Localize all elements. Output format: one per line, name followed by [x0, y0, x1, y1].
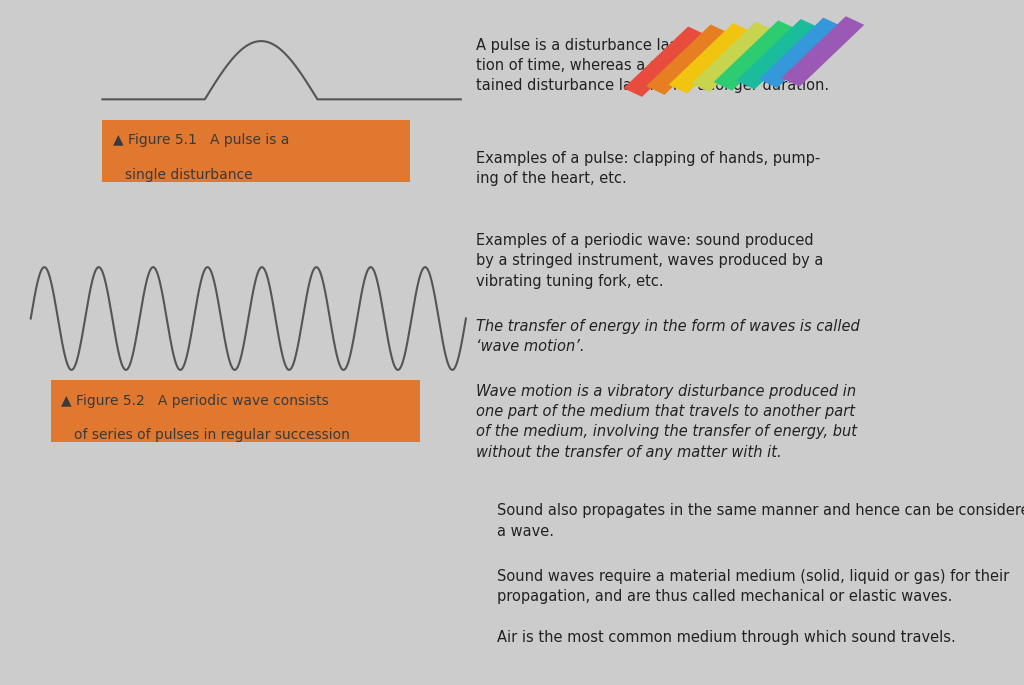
FancyBboxPatch shape	[51, 380, 420, 442]
Text: Examples of a periodic wave: sound produced
by a stringed instrument, waves prod: Examples of a periodic wave: sound produ…	[476, 233, 823, 288]
FancyBboxPatch shape	[759, 18, 842, 88]
FancyBboxPatch shape	[736, 19, 819, 89]
Text: Wave motion is a vibratory disturbance produced in
one part of the medium that t: Wave motion is a vibratory disturbance p…	[476, 384, 857, 460]
Text: The transfer of energy in the form of waves is called
‘wave motion’.: The transfer of energy in the form of wa…	[476, 319, 860, 354]
Text: A pulse is a disturbance lasting for a short dura-
tion of time, whereas a perio: A pulse is a disturbance lasting for a s…	[476, 38, 830, 93]
FancyBboxPatch shape	[624, 27, 707, 97]
Text: Sound waves require a material medium (solid, liquid or gas) for their
propagati: Sound waves require a material medium (s…	[497, 569, 1009, 604]
Text: single disturbance: single disturbance	[125, 168, 253, 182]
Text: ▲ Figure 5.1   A pulse is a: ▲ Figure 5.1 A pulse is a	[113, 134, 289, 147]
Text: of series of pulses in regular succession: of series of pulses in regular successio…	[74, 428, 349, 443]
FancyBboxPatch shape	[669, 23, 752, 93]
Text: Examples of a pulse: clapping of hands, pump-
ing of the heart, etc.: Examples of a pulse: clapping of hands, …	[476, 151, 820, 186]
FancyBboxPatch shape	[102, 120, 410, 182]
Text: Sound also propagates in the same manner and hence can be considered
a wave.: Sound also propagates in the same manner…	[497, 503, 1024, 539]
FancyBboxPatch shape	[781, 16, 864, 86]
FancyBboxPatch shape	[691, 22, 774, 92]
FancyBboxPatch shape	[714, 21, 797, 90]
FancyBboxPatch shape	[646, 25, 729, 95]
Text: Air is the most common medium through which sound travels.: Air is the most common medium through wh…	[497, 630, 955, 645]
Text: ▲ Figure 5.2   A periodic wave consists: ▲ Figure 5.2 A periodic wave consists	[61, 394, 329, 408]
